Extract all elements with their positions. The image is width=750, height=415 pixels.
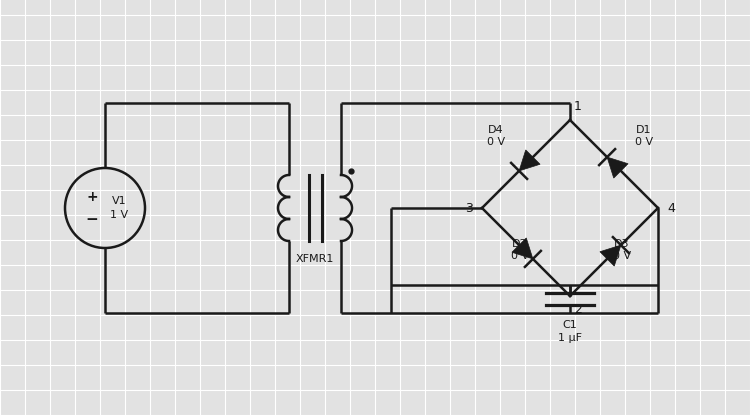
Text: V1
1 V: V1 1 V: [110, 196, 128, 220]
Text: +: +: [86, 190, 98, 204]
Text: XFMR1: XFMR1: [296, 254, 334, 264]
Text: D3
0 V: D3 0 V: [613, 239, 631, 261]
Text: C1
1 μF: C1 1 μF: [558, 320, 582, 343]
Polygon shape: [607, 157, 628, 178]
Text: 3: 3: [465, 202, 473, 215]
Polygon shape: [519, 150, 540, 171]
Text: D4
0 V: D4 0 V: [487, 125, 505, 147]
Polygon shape: [512, 238, 533, 259]
Text: 2: 2: [574, 303, 582, 316]
Text: 1: 1: [574, 100, 582, 113]
Text: D2
0 V: D2 0 V: [511, 239, 529, 261]
Text: −: −: [86, 212, 98, 227]
Polygon shape: [600, 245, 621, 266]
Text: 4: 4: [667, 202, 675, 215]
Text: D1
0 V: D1 0 V: [635, 125, 653, 147]
